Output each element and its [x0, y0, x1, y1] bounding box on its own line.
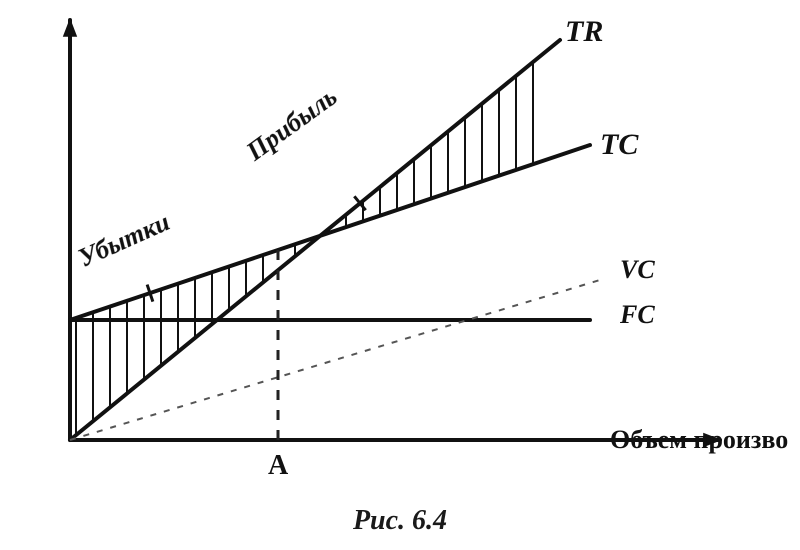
diagram-canvas: TR TC VC FC Объем произво A Убытки Прибы…	[0, 0, 800, 550]
label-fc: FC	[620, 300, 655, 330]
label-tc: TC	[600, 128, 638, 162]
a-tick-label: A	[268, 450, 288, 482]
diagram-svg	[0, 0, 800, 550]
label-vc: VC	[620, 255, 655, 285]
x-axis-label: Объем произво	[610, 425, 788, 455]
label-tr: TR	[565, 15, 603, 49]
figure-caption: Рис. 6.4	[0, 505, 800, 537]
